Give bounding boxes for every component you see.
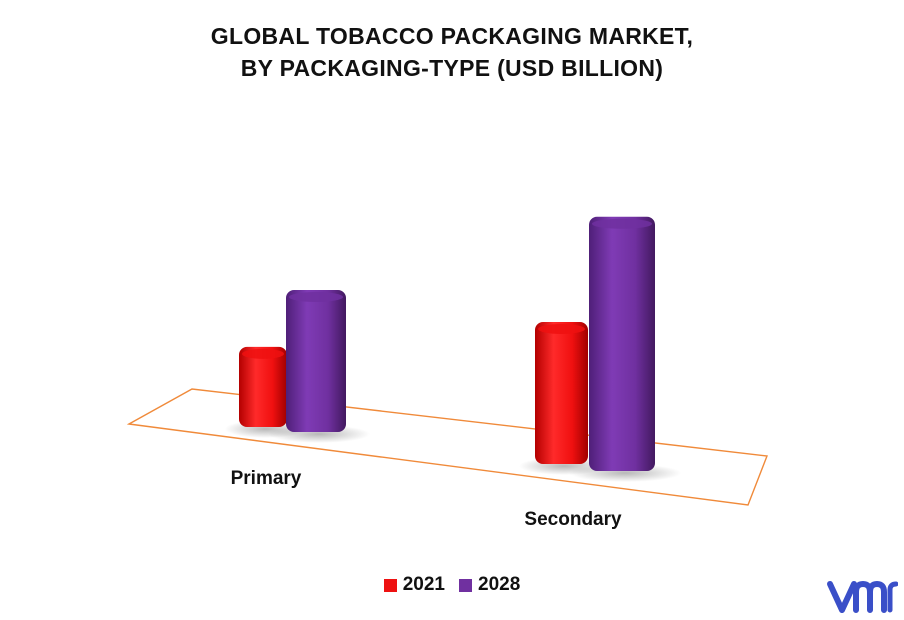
category-label-secondary: Secondary	[524, 509, 622, 530]
legend-item-2021: 2021	[383, 574, 445, 596]
bar-secondary-2021-top	[538, 324, 585, 335]
legend-swatch-2021	[383, 578, 397, 592]
bar-group	[224, 216, 682, 482]
category-label-primary: Primary	[231, 468, 302, 489]
bar-primary-2028	[286, 290, 346, 432]
bar-secondary-2028	[589, 216, 655, 471]
bar-primary-2028-top	[289, 292, 343, 303]
legend-item-2028: 2028	[459, 574, 520, 596]
vmr-logo	[827, 581, 898, 613]
legend-label-2028: 2028	[478, 574, 521, 595]
chart-title-line-2: BY PACKAGING-TYPE (USD BILLION)	[240, 55, 664, 81]
bar-primary-2021	[239, 346, 287, 427]
legend-label-2021: 2021	[402, 574, 445, 595]
bar-secondary-2028-top	[592, 218, 652, 229]
bar-secondary-2021	[535, 322, 588, 464]
legend-swatch-2028	[459, 578, 472, 592]
bar-primary-2021-top	[242, 348, 284, 359]
chart-title: GLOBAL TOBACCO PACKAGING MARKET, BY PACK…	[0, 20, 904, 84]
chart-legend: 2021 2028	[0, 574, 904, 596]
chart-floor-plane	[126, 388, 768, 506]
chart-title-line-1: GLOBAL TOBACCO PACKAGING MARKET,	[210, 23, 694, 49]
